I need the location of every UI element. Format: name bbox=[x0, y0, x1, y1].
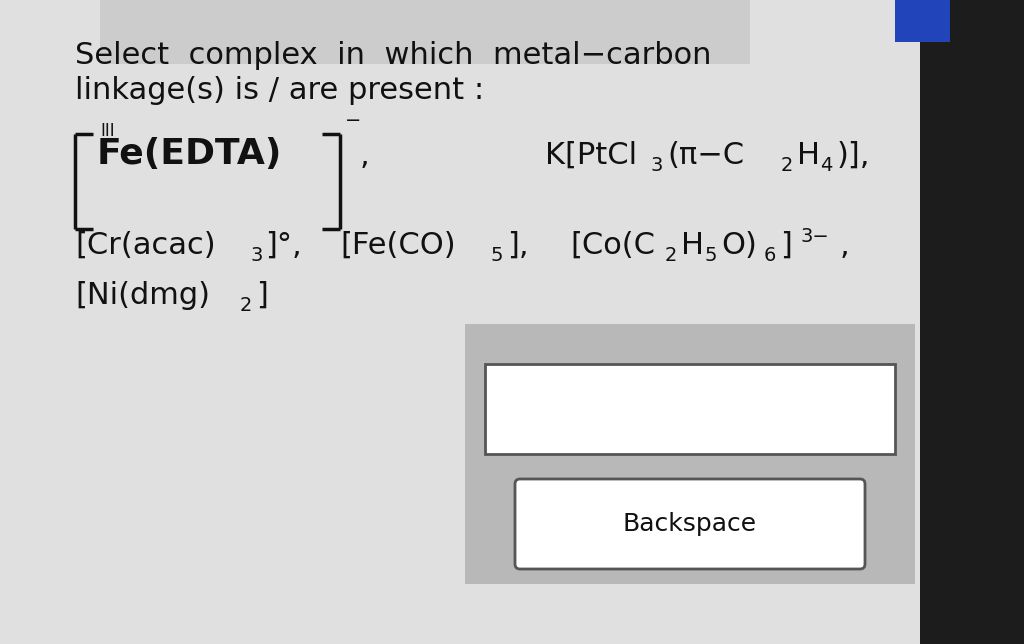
Text: ,: , bbox=[840, 231, 850, 260]
Text: ]: ] bbox=[256, 281, 268, 310]
Text: (π−C: (π−C bbox=[667, 141, 744, 170]
Text: 5: 5 bbox=[490, 246, 504, 265]
Text: [Ni(dmg): [Ni(dmg) bbox=[75, 281, 210, 310]
Text: )],: )], bbox=[837, 141, 870, 170]
Text: 3: 3 bbox=[250, 246, 262, 265]
Text: [Co(C: [Co(C bbox=[570, 231, 655, 260]
Bar bbox=[0, 0, 920, 644]
Text: ]°,: ]°, bbox=[265, 231, 302, 260]
Text: 5: 5 bbox=[705, 246, 718, 265]
Bar bbox=[895, 0, 950, 42]
Text: ]: ] bbox=[780, 231, 792, 260]
Text: O): O) bbox=[721, 231, 757, 260]
FancyBboxPatch shape bbox=[515, 479, 865, 569]
Text: linkage(s) is / are present :: linkage(s) is / are present : bbox=[75, 76, 484, 105]
Bar bbox=[465, 324, 915, 584]
Text: −: − bbox=[345, 111, 361, 130]
Text: H: H bbox=[681, 231, 705, 260]
Text: Fe(EDTA): Fe(EDTA) bbox=[97, 137, 283, 171]
Text: 2: 2 bbox=[781, 156, 794, 175]
Text: 2: 2 bbox=[240, 296, 252, 315]
Text: 3: 3 bbox=[650, 156, 663, 175]
Bar bbox=[100, 0, 750, 64]
Text: ,: , bbox=[360, 141, 370, 170]
Text: ],: ], bbox=[507, 231, 528, 260]
Text: 2: 2 bbox=[665, 246, 677, 265]
Text: Backspace: Backspace bbox=[623, 512, 757, 536]
Text: H: H bbox=[797, 141, 820, 170]
Text: [Fe(CO): [Fe(CO) bbox=[340, 231, 456, 260]
Text: III: III bbox=[100, 122, 115, 140]
Text: 4: 4 bbox=[820, 156, 833, 175]
Text: 6: 6 bbox=[764, 246, 776, 265]
Text: K[PtCl: K[PtCl bbox=[545, 141, 637, 170]
Bar bbox=[920, 0, 1024, 644]
Text: Select  complex  in  which  metal−carbon: Select complex in which metal−carbon bbox=[75, 41, 712, 70]
Text: [Cr(acac): [Cr(acac) bbox=[75, 231, 216, 260]
Text: 3−: 3− bbox=[800, 227, 828, 246]
Bar bbox=[485, 364, 895, 454]
